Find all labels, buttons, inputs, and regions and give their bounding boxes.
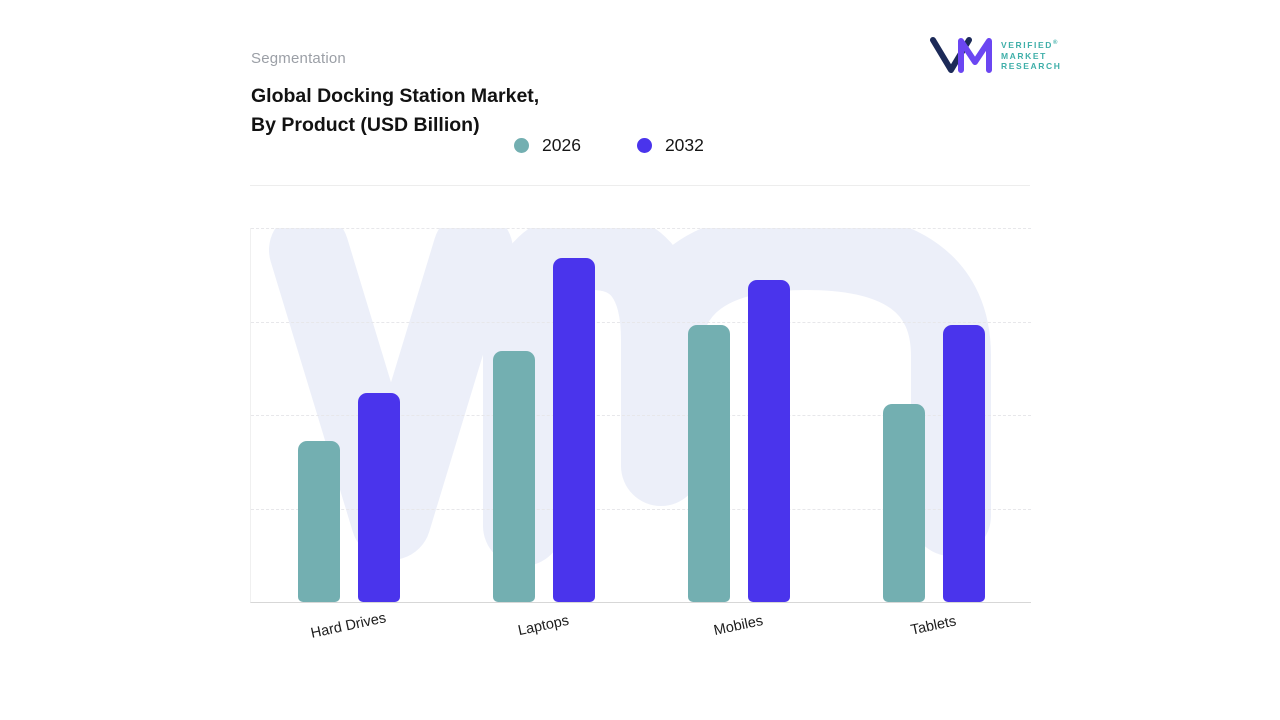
chart-title-line-2: By Product (USD Billion) <box>251 114 480 136</box>
bar-2032-tablets <box>942 325 985 602</box>
vmr-logo-icon <box>930 37 992 73</box>
legend-label-2026: 2026 <box>542 135 581 155</box>
bar-2026-hard-drives <box>297 441 340 602</box>
plot-area: Hard Drives Laptops Mobiles Tablets <box>250 228 1031 642</box>
bar-2026-mobiles <box>687 325 730 602</box>
gridline <box>251 415 1031 416</box>
legend-item-2032: 2032 <box>636 135 704 156</box>
gridline <box>251 228 1031 229</box>
segmentation-label: Segmentation <box>251 50 346 67</box>
x-axis-label-tablets: Tablets <box>909 613 958 639</box>
bar-2026-tablets <box>882 403 925 602</box>
bar-pair <box>446 228 641 602</box>
vmr-logo: VERIFIED® MARKET RESEARCH <box>930 36 1062 74</box>
x-axis-label-mobiles: Mobiles <box>712 612 765 640</box>
bar-pair <box>641 228 836 602</box>
bar-group-mobiles: Mobiles <box>641 228 836 639</box>
x-axis-label-hard-drives: Hard Drives <box>309 610 388 642</box>
registered-mark: ® <box>1053 40 1058 47</box>
gridline <box>251 321 1031 323</box>
legend-item-2026: 2026 <box>514 135 581 156</box>
bar-2032-mobiles <box>747 280 790 602</box>
bar-2032-laptops <box>552 257 595 602</box>
logo-line-verified: VERIFIED® <box>1001 40 1058 51</box>
legend-swatch-2032-icon <box>636 138 652 153</box>
bar-group-laptops: Laptops <box>446 228 641 639</box>
x-axis-label-laptops: Laptops <box>516 612 571 640</box>
header-separator <box>250 185 1030 186</box>
vmr-logo-text: VERIFIED® MARKET RESEARCH <box>1001 38 1062 71</box>
bar-group-tablets: Tablets <box>836 228 1031 639</box>
gridline <box>251 508 1031 510</box>
logo-line-market: MARKET <box>1001 50 1047 61</box>
bar-2032-hard-drives <box>357 392 400 602</box>
legend-swatch-2026-icon <box>514 138 529 153</box>
chart-title-line-1: Global Docking Station Market, <box>251 85 540 107</box>
bar-groups: Hard Drives Laptops Mobiles Tablets <box>251 228 1031 642</box>
logo-line-research: RESEARCH <box>1001 61 1062 72</box>
bar-pair <box>251 228 446 602</box>
bar-2026-laptops <box>492 351 535 602</box>
legend-label-2032: 2032 <box>664 135 704 155</box>
bar-pair <box>836 228 1031 602</box>
chart-legend: 2026 2032 <box>514 135 704 156</box>
bar-group-hard-drives: Hard Drives <box>251 228 446 642</box>
chart-title: Global Docking Station Market, By Produc… <box>251 82 539 140</box>
